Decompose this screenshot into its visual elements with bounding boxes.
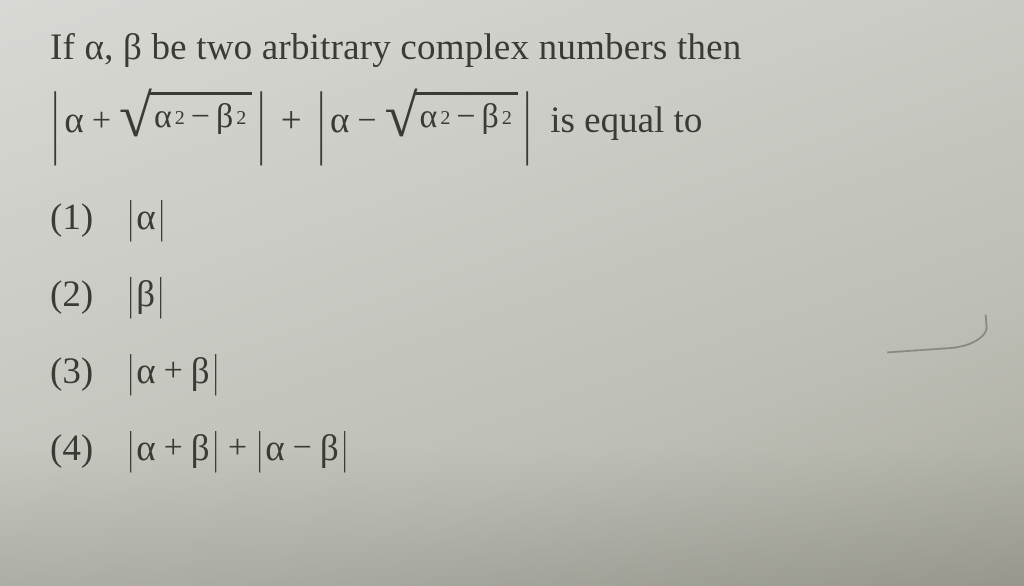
prompt-mid: be two arbitrary complex numbers then xyxy=(142,27,741,68)
prompt-prefix: If xyxy=(50,27,85,68)
minus-sign: − xyxy=(289,429,316,467)
prompt-tail: is equal to xyxy=(542,99,702,142)
option-1[interactable]: (1) | α | xyxy=(50,196,996,239)
plus-sign: + xyxy=(218,429,257,467)
abs-term-1: | α + √ α2 − β2 | xyxy=(50,82,267,160)
minus-sign: − xyxy=(353,102,380,140)
beta-symbol: β xyxy=(191,350,210,393)
abs-bar-icon: | xyxy=(258,82,265,160)
alpha-symbol: α xyxy=(85,27,105,68)
option-body: α xyxy=(133,196,158,239)
plus-sign: + xyxy=(88,102,115,140)
beta-symbol: β xyxy=(320,427,339,470)
alpha-symbol: α xyxy=(265,427,284,470)
option-expression: | α + β | xyxy=(128,350,218,393)
beta-symbol: β xyxy=(191,427,210,470)
abs-term-2: | α − √ α2 − β2 | xyxy=(316,82,533,160)
abs-bar-icon: | xyxy=(159,197,164,237)
superscript-2: 2 xyxy=(440,107,450,130)
option-body: α − β xyxy=(262,427,341,470)
beta-symbol: β xyxy=(482,98,499,136)
option-body: α + β xyxy=(133,427,212,470)
plus-sign: + xyxy=(160,352,187,390)
question-prompt: If α, β be two arbitrary complex numbers… xyxy=(50,26,996,70)
plus-sign: + xyxy=(160,429,187,467)
abs-bar-icon: | xyxy=(257,428,262,468)
radicand-wrap: α2 − β2 xyxy=(418,90,518,137)
sqrt-term-1: √ α2 − β2 xyxy=(119,90,252,152)
option-3[interactable]: (3) | α + β | xyxy=(50,350,996,393)
alpha-symbol: α xyxy=(420,98,438,136)
abs-body-2: α − √ α2 − β2 xyxy=(326,90,522,152)
comma: , xyxy=(104,27,123,68)
superscript-2: 2 xyxy=(175,107,185,130)
abs-bar-icon: | xyxy=(128,428,133,468)
alpha-symbol: α xyxy=(136,196,155,239)
option-body: β xyxy=(133,273,158,316)
plus-sign: + xyxy=(277,99,306,142)
abs-bar-icon: | xyxy=(128,197,133,237)
vinculum-icon xyxy=(149,92,252,95)
abs-bar-icon: | xyxy=(523,82,530,160)
abs-bar-icon: | xyxy=(342,428,347,468)
sqrt-term-2: √ α2 − β2 xyxy=(385,90,518,152)
beta-symbol: β xyxy=(216,98,233,136)
minus-sign: − xyxy=(187,98,214,136)
option-number: (1) xyxy=(50,196,106,239)
option-expression: | α | xyxy=(128,196,164,239)
alpha-symbol: α xyxy=(64,99,83,142)
abs-bar-icon: | xyxy=(128,351,133,391)
alpha-symbol: α xyxy=(330,99,349,142)
alpha-symbol: α xyxy=(136,350,155,393)
option-expression: | α + β | + | α − β | xyxy=(128,427,347,470)
radicand-2: α2 − β2 xyxy=(418,90,518,136)
option-body: α + β xyxy=(133,350,212,393)
superscript-2: 2 xyxy=(236,107,246,130)
radical-icon: √ xyxy=(385,86,418,146)
abs-body-1: α + √ α2 − β2 xyxy=(60,90,256,152)
abs-bar-icon: | xyxy=(317,82,324,160)
option-expression: | β | xyxy=(128,273,163,316)
option-2[interactable]: (2) | β | xyxy=(50,273,996,316)
radicand-wrap: α2 − β2 xyxy=(152,90,252,137)
question-page: If α, β be two arbitrary complex numbers… xyxy=(0,0,1024,586)
alpha-symbol: α xyxy=(154,98,172,136)
abs-bar-icon: | xyxy=(52,82,59,160)
option-number: (3) xyxy=(50,350,106,393)
beta-symbol: β xyxy=(136,273,155,316)
options-list: (1) | α | (2) | β | (3) | xyxy=(50,196,996,470)
radicand-1: α2 − β2 xyxy=(152,90,252,136)
vinculum-icon xyxy=(415,92,518,95)
option-number: (4) xyxy=(50,427,106,470)
expression-row: | α + √ α2 − β2 | + xyxy=(50,82,996,160)
superscript-2: 2 xyxy=(502,107,512,130)
option-4[interactable]: (4) | α + β | + | α − β | xyxy=(50,427,996,470)
radical-icon: √ xyxy=(119,86,152,146)
minus-sign: − xyxy=(452,98,479,136)
abs-bar-icon: | xyxy=(213,428,218,468)
alpha-symbol: α xyxy=(136,427,155,470)
beta-symbol: β xyxy=(123,27,142,68)
abs-bar-icon: | xyxy=(158,274,163,314)
abs-bar-icon: | xyxy=(128,274,133,314)
option-number: (2) xyxy=(50,273,106,316)
abs-bar-icon: | xyxy=(213,351,218,391)
